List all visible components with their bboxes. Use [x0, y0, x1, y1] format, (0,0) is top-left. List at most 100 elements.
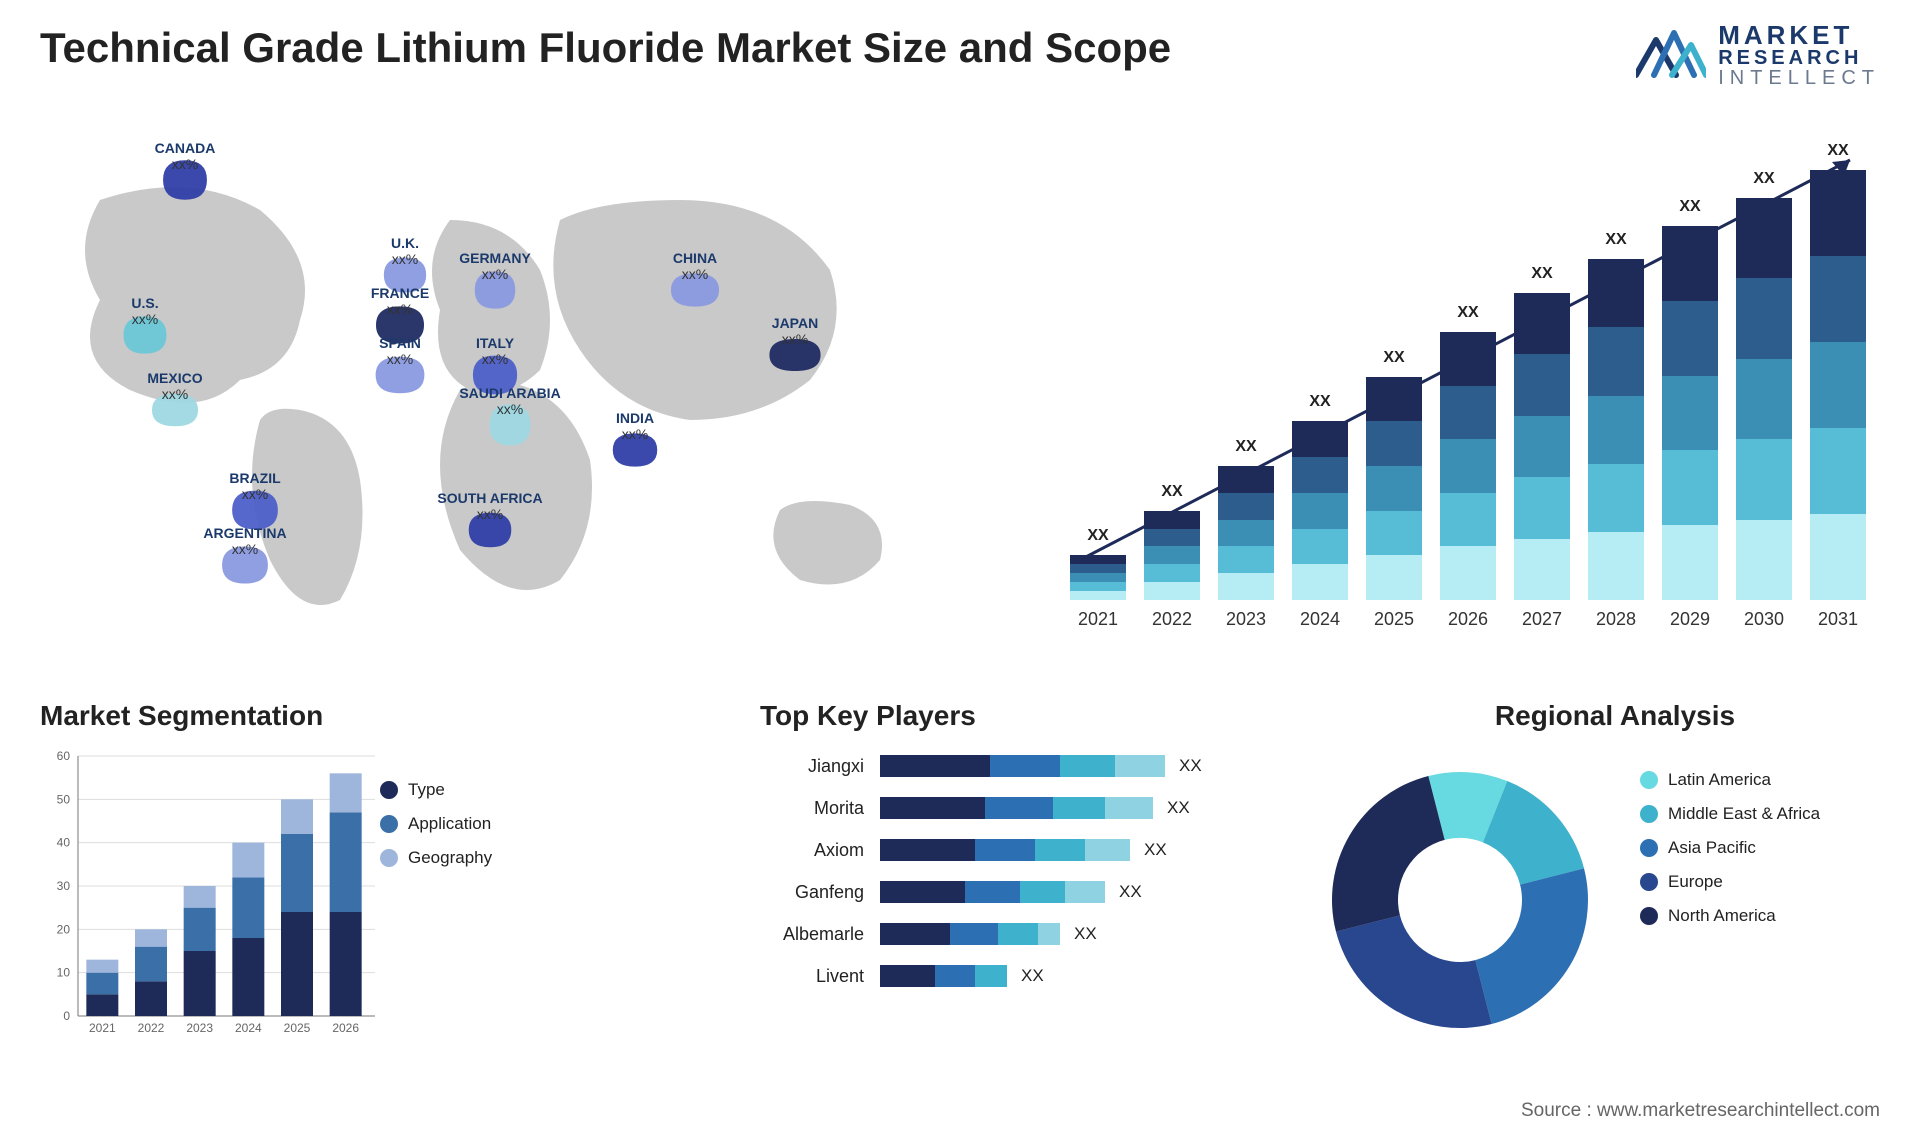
svg-text:2025: 2025 — [284, 1021, 311, 1035]
forecast-bar-label: XX — [1588, 231, 1644, 249]
player-bar-seg — [975, 839, 1035, 861]
forecast-bar-2029: XX2029 — [1662, 226, 1718, 600]
seg-legend-item: Type — [380, 780, 492, 800]
forecast-bar-seg — [1662, 376, 1718, 451]
forecast-bar-label: XX — [1292, 393, 1348, 411]
player-bar — [880, 797, 1153, 819]
forecast-bar-label: XX — [1736, 170, 1792, 188]
forecast-bar-seg — [1292, 529, 1348, 565]
forecast-chart: XX2021XX2022XX2023XX2024XX2025XX2026XX20… — [1060, 130, 1880, 650]
forecast-bar-2023: XX2023 — [1218, 466, 1274, 600]
forecast-bar-2025: XX2025 — [1366, 377, 1422, 600]
player-bar-seg — [1038, 923, 1060, 945]
forecast-bar-seg — [1366, 511, 1422, 556]
forecast-bar-seg — [1218, 466, 1274, 493]
forecast-bar-seg — [1218, 520, 1274, 547]
forecast-bar-seg — [1144, 511, 1200, 529]
seg-legend-label: Type — [408, 780, 445, 800]
segmentation-title: Market Segmentation — [40, 700, 560, 732]
key-players-section: Top Key Players JiangxiXXMoritaXXAxiomXX… — [760, 700, 1280, 1004]
logo-text-1: MARKET — [1718, 22, 1880, 48]
forecast-bar-seg — [1440, 439, 1496, 493]
player-value: XX — [1119, 882, 1142, 902]
forecast-bar-seg — [1514, 539, 1570, 600]
forecast-bar-seg — [1588, 259, 1644, 327]
forecast-bar-seg — [1292, 564, 1348, 600]
player-value: XX — [1179, 756, 1202, 776]
forecast-bar-seg — [1588, 327, 1644, 395]
forecast-bar-label: XX — [1366, 349, 1422, 367]
forecast-bar-seg — [1810, 514, 1866, 600]
player-bar-seg — [950, 923, 998, 945]
svg-text:2026: 2026 — [332, 1021, 359, 1035]
svg-text:40: 40 — [57, 836, 71, 850]
forecast-bar-label: XX — [1144, 483, 1200, 501]
player-row: Jiangxi XX — [760, 752, 1280, 780]
forecast-bar-seg — [1366, 555, 1422, 600]
forecast-bar-seg — [1662, 301, 1718, 376]
player-bar-seg — [1115, 755, 1165, 777]
player-name: Jiangxi — [760, 756, 880, 777]
logo-text-3: INTELLECT — [1718, 68, 1880, 88]
region-legend-item: Latin America — [1640, 770, 1820, 790]
forecast-bar-seg — [1366, 421, 1422, 466]
forecast-bar-seg — [1662, 525, 1718, 600]
forecast-bar-2022: XX2022 — [1144, 511, 1200, 600]
svg-text:2023: 2023 — [186, 1021, 213, 1035]
swatch-icon — [1640, 873, 1658, 891]
svg-text:20: 20 — [57, 922, 71, 936]
forecast-bar-2030: XX2030 — [1736, 198, 1792, 600]
forecast-bar-label: XX — [1514, 265, 1570, 283]
forecast-bar-seg — [1144, 582, 1200, 600]
player-value: XX — [1167, 798, 1190, 818]
region-legend-label: Latin America — [1668, 770, 1771, 790]
player-bar-seg — [1060, 755, 1115, 777]
forecast-year-label: 2028 — [1588, 609, 1644, 630]
player-bar-seg — [1053, 797, 1105, 819]
player-bar-seg — [880, 755, 990, 777]
forecast-year-label: 2031 — [1810, 609, 1866, 630]
key-players-title: Top Key Players — [760, 700, 1280, 732]
forecast-bar-seg — [1366, 466, 1422, 511]
player-row: GanfengXX — [760, 878, 1280, 906]
forecast-bar-seg — [1810, 170, 1866, 256]
swatch-icon — [380, 849, 398, 867]
svg-text:0: 0 — [63, 1009, 70, 1023]
forecast-bar-label: XX — [1662, 198, 1718, 216]
svg-text:2024: 2024 — [235, 1021, 262, 1035]
forecast-bar-label: XX — [1218, 438, 1274, 456]
player-row: MoritaXX — [760, 794, 1280, 822]
forecast-bar-seg — [1736, 278, 1792, 358]
forecast-bar-seg — [1440, 332, 1496, 386]
segmentation-chart: 0102030405060202120222023202420252026 — [40, 746, 380, 1046]
forecast-bar-2028: XX2028 — [1588, 259, 1644, 600]
seg-legend-item: Geography — [380, 848, 492, 868]
forecast-bar-2027: XX2027 — [1514, 293, 1570, 600]
forecast-bar-seg — [1514, 354, 1570, 415]
regional-section: Regional Analysis — [1350, 700, 1880, 746]
svg-text:2022: 2022 — [138, 1021, 165, 1035]
player-bar — [880, 839, 1130, 861]
swatch-icon — [1640, 839, 1658, 857]
forecast-year-label: 2025 — [1366, 609, 1422, 630]
forecast-bar-seg — [1292, 421, 1348, 457]
svg-text:10: 10 — [57, 966, 71, 980]
player-bar-seg — [1035, 839, 1085, 861]
region-legend-item: Middle East & Africa — [1640, 804, 1820, 824]
forecast-bar-seg — [1070, 582, 1126, 591]
player-name: Albemarle — [760, 924, 880, 945]
page-title: Technical Grade Lithium Fluoride Market … — [40, 24, 1171, 72]
regional-legend: Latin AmericaMiddle East & AfricaAsia Pa… — [1640, 770, 1820, 940]
player-bar-seg — [880, 839, 975, 861]
player-bar-seg — [1105, 797, 1153, 819]
forecast-year-label: 2021 — [1070, 609, 1126, 630]
player-bar-seg — [880, 797, 985, 819]
donut-chart — [1320, 760, 1600, 1040]
player-bar-seg — [975, 965, 1007, 987]
forecast-bar-seg — [1662, 450, 1718, 525]
player-bar-seg — [985, 797, 1053, 819]
forecast-bar-seg — [1144, 564, 1200, 582]
forecast-bar-2024: XX2024 — [1292, 421, 1348, 600]
forecast-bar-seg — [1144, 529, 1200, 547]
player-bar — [880, 881, 1105, 903]
